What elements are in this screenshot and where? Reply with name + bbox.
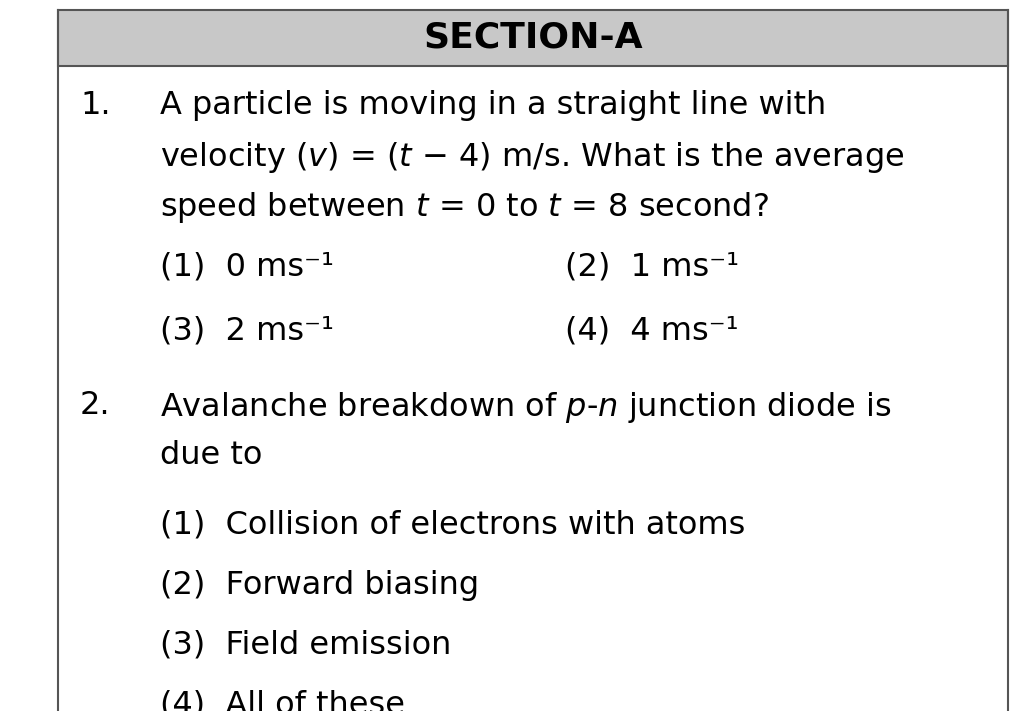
Text: (3)  Field emission: (3) Field emission: [160, 630, 452, 661]
Text: (2)  Forward biasing: (2) Forward biasing: [160, 570, 479, 601]
Text: (1)  0 ms⁻¹: (1) 0 ms⁻¹: [160, 252, 334, 283]
Text: 1.: 1.: [80, 90, 111, 121]
Text: (2)  1 ms⁻¹: (2) 1 ms⁻¹: [565, 252, 739, 283]
Text: speed between $t$ = 0 to $t$ = 8 second?: speed between $t$ = 0 to $t$ = 8 second?: [160, 190, 769, 225]
Text: velocity ($v$) = ($t$ $-$ 4) m/s. What is the average: velocity ($v$) = ($t$ $-$ 4) m/s. What i…: [160, 140, 904, 175]
Text: (1)  Collision of electrons with atoms: (1) Collision of electrons with atoms: [160, 510, 745, 541]
Text: (4)  All of these: (4) All of these: [160, 690, 406, 711]
Text: SECTION-A: SECTION-A: [423, 21, 643, 55]
Text: (3)  2 ms⁻¹: (3) 2 ms⁻¹: [160, 315, 334, 346]
Text: Avalanche breakdown of $p$-$n$ junction diode is: Avalanche breakdown of $p$-$n$ junction …: [160, 390, 892, 425]
Text: (4)  4 ms⁻¹: (4) 4 ms⁻¹: [565, 315, 738, 346]
FancyBboxPatch shape: [58, 10, 1008, 66]
Text: due to: due to: [160, 440, 262, 471]
Text: 2.: 2.: [80, 390, 111, 421]
Text: A particle is moving in a straight line with: A particle is moving in a straight line …: [160, 90, 826, 121]
